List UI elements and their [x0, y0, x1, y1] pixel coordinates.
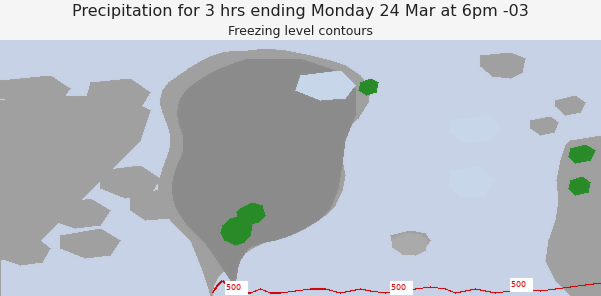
Text: Freezing level contours: Freezing level contours	[228, 25, 373, 38]
Text: Precipitation for 3 hrs ending Monday 24 Mar at 6pm -03: Precipitation for 3 hrs ending Monday 24…	[72, 4, 529, 19]
